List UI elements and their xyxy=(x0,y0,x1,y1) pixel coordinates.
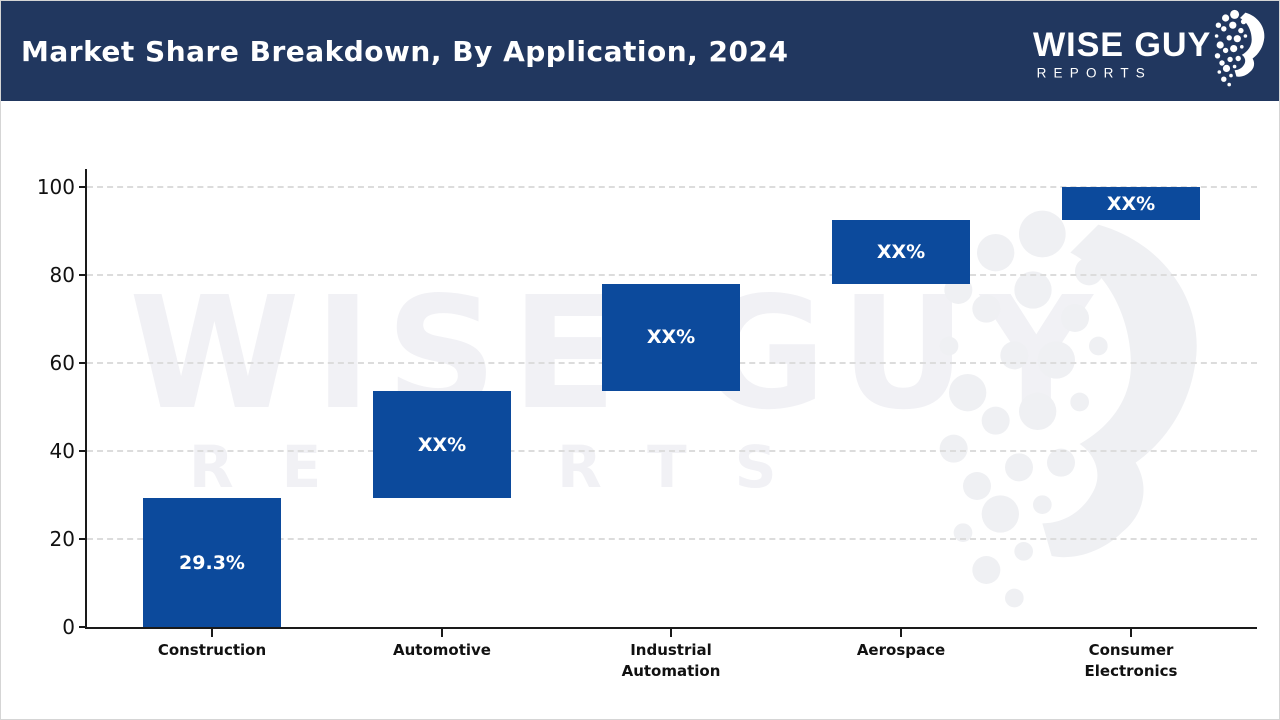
bar-automotive: XX% xyxy=(373,391,511,499)
brand-logo-graphic: WISE GUY REPORTS xyxy=(1033,9,1265,86)
bar-industrial-automation: XX% xyxy=(602,283,740,392)
header-bar: Market Share Breakdown, By Application, … xyxy=(1,1,1279,101)
ytick-mark-80 xyxy=(79,274,87,276)
ytick-mark-0 xyxy=(79,626,87,628)
xtick-mark-industrial-automation xyxy=(670,629,672,637)
bar-value-label-industrial-automation: XX% xyxy=(646,326,696,349)
bar-value-label-construction: 29.3% xyxy=(179,551,245,574)
ytick-mark-20 xyxy=(79,538,87,540)
x-axis-label-automotive: Automotive xyxy=(332,640,552,661)
bar-value-label-consumer-electronics: XX% xyxy=(1106,192,1156,215)
ytick-label-80: 80 xyxy=(49,263,75,287)
ytick-label-60: 60 xyxy=(49,351,75,375)
x-axis-label-line: Automotive xyxy=(393,641,491,659)
y-axis-line xyxy=(85,169,87,629)
ytick-mark-40 xyxy=(79,450,87,452)
ytick-label-20: 20 xyxy=(49,527,75,551)
ytick-label-0: 0 xyxy=(62,615,75,639)
bar-aerospace: XX% xyxy=(832,220,970,284)
xtick-mark-consumer-electronics xyxy=(1130,629,1132,637)
brand-logo: WISE GUY REPORTS xyxy=(1033,9,1267,94)
xtick-mark-construction xyxy=(211,629,213,637)
bar-value-label-aerospace: XX% xyxy=(876,240,926,263)
gridline-20 xyxy=(87,538,1257,540)
x-axis-label-line: Consumer xyxy=(1088,641,1174,659)
ytick-label-40: 40 xyxy=(49,439,75,463)
logo-subtitle: REPORTS xyxy=(1037,65,1152,80)
x-axis-label-industrial-automation: Industrial Automation xyxy=(561,640,781,682)
bar-construction: 29.3% xyxy=(143,498,281,627)
gridline-80 xyxy=(87,274,1257,276)
ytick-label-100: 100 xyxy=(36,175,75,199)
x-axis-label-construction: Construction xyxy=(102,640,322,661)
x-axis-label-line: Aerospace xyxy=(856,641,946,659)
ytick-mark-60 xyxy=(79,362,87,364)
xtick-mark-automotive xyxy=(441,629,443,637)
xtick-mark-aerospace xyxy=(900,629,902,637)
x-axis-label-aerospace: Aerospace xyxy=(791,640,1011,661)
x-axis-label-line: Construction xyxy=(157,641,267,659)
bar-value-label-automotive: XX% xyxy=(417,433,467,456)
x-axis-label-line: Industrial xyxy=(630,641,712,659)
logo-wordmark: WISE GUY xyxy=(1033,25,1211,63)
chart-title: Market Share Breakdown, By Application, … xyxy=(21,34,789,68)
x-axis-label-consumer-electronics: Consumer Electronics xyxy=(1021,640,1241,682)
gridline-40 xyxy=(87,450,1257,452)
x-axis-label-line: Automation xyxy=(621,662,721,680)
x-axis-line xyxy=(85,627,1257,629)
bar-consumer-electronics: XX% xyxy=(1062,187,1200,220)
ytick-mark-100 xyxy=(79,186,87,188)
gridline-100 xyxy=(87,186,1257,188)
logo-head-icon xyxy=(1214,9,1265,86)
x-axis-label-line: Electronics xyxy=(1084,662,1178,680)
